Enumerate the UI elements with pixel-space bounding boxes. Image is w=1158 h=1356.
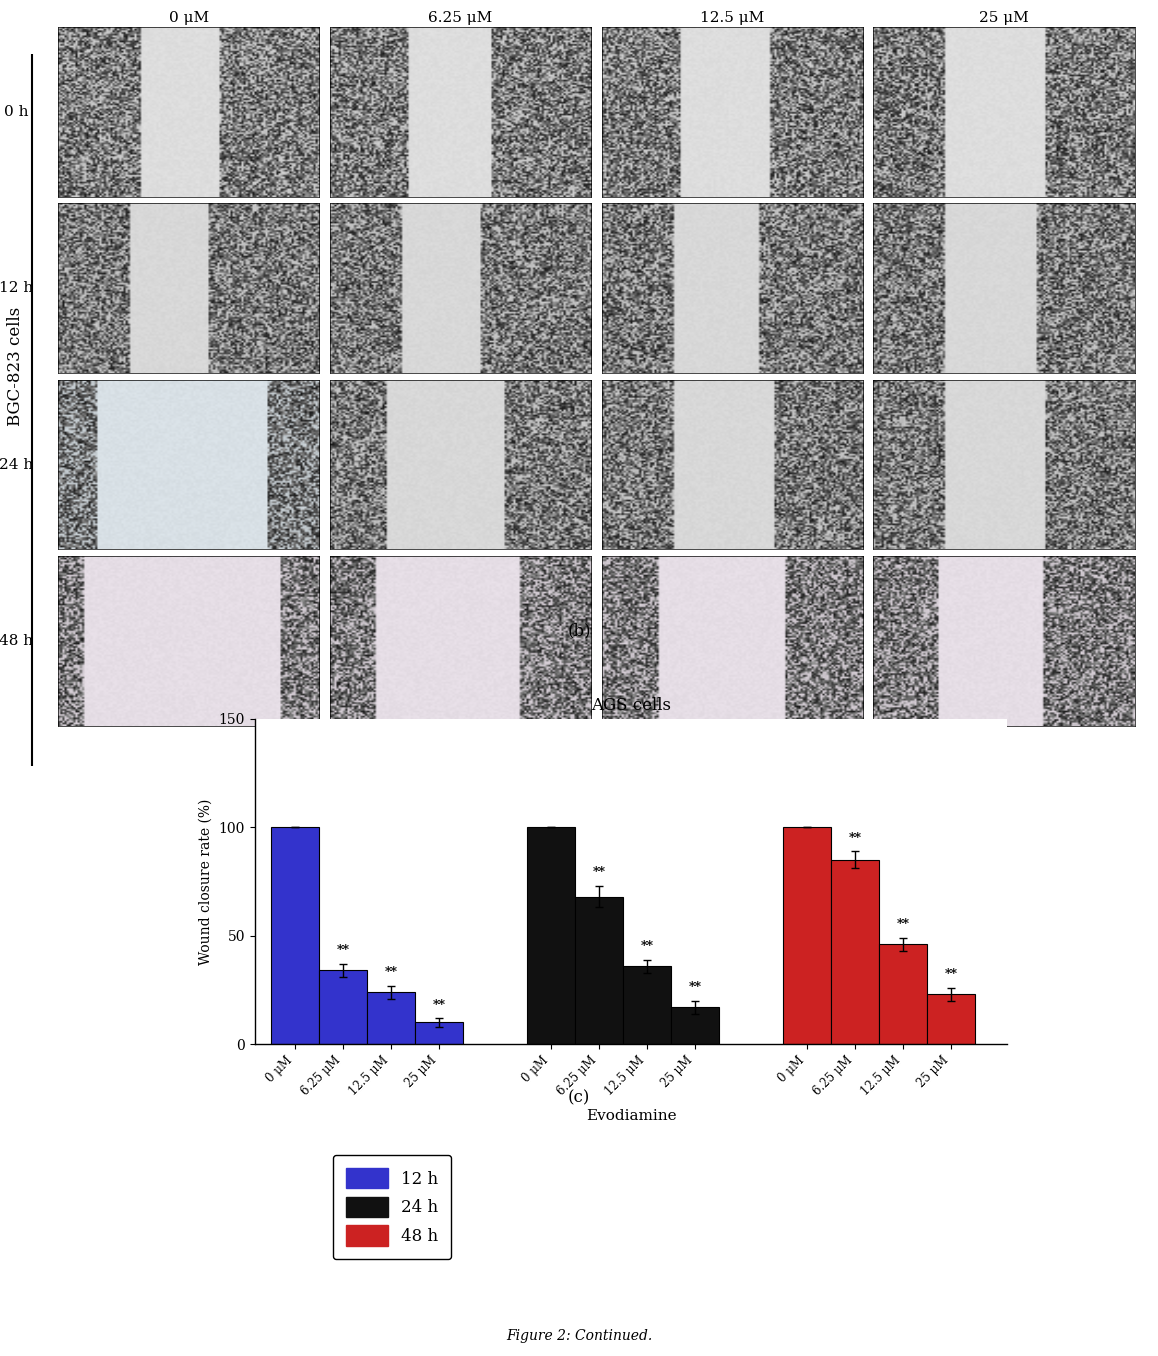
Text: **: ** [336, 944, 350, 957]
Bar [672, 1008, 719, 1044]
Y-axis label: 48 h: 48 h [0, 633, 34, 648]
Text: **: ** [432, 998, 446, 1012]
Bar [623, 965, 672, 1044]
Y-axis label: 24 h: 24 h [0, 457, 34, 472]
Bar [831, 860, 879, 1044]
Bar [415, 1022, 463, 1044]
Bar [318, 971, 367, 1044]
Bar [879, 944, 928, 1044]
X-axis label: Evodiamine: Evodiamine [586, 1109, 676, 1123]
Legend: 12 h, 24 h, 48 h: 12 h, 24 h, 48 h [332, 1155, 452, 1258]
Bar [367, 993, 415, 1044]
Text: **: ** [849, 831, 862, 845]
Bar [271, 827, 318, 1044]
Title: 6.25 μM: 6.25 μM [428, 11, 492, 24]
Text: **: ** [640, 940, 653, 953]
Title: AGS cells: AGS cells [591, 697, 672, 715]
Y-axis label: 12 h: 12 h [0, 281, 34, 296]
Text: **: ** [384, 965, 397, 979]
Y-axis label: Wound closure rate (%): Wound closure rate (%) [199, 799, 213, 964]
Text: **: ** [896, 918, 910, 932]
Text: (c): (c) [567, 1090, 591, 1106]
Y-axis label: 0 h: 0 h [3, 104, 29, 119]
Text: **: ** [689, 982, 702, 994]
Bar [928, 994, 975, 1044]
Text: BGC-823 cells: BGC-823 cells [7, 306, 23, 426]
Text: (b): (b) [567, 622, 591, 639]
Bar [576, 896, 623, 1044]
Text: **: ** [593, 866, 606, 879]
Title: 0 μM: 0 μM [169, 11, 208, 24]
Title: 25 μM: 25 μM [980, 11, 1029, 24]
Text: Figure 2: Continued.: Figure 2: Continued. [506, 1329, 652, 1342]
Bar [527, 827, 576, 1044]
Text: **: ** [945, 968, 958, 982]
Title: 12.5 μM: 12.5 μM [701, 11, 764, 24]
Bar [783, 827, 831, 1044]
